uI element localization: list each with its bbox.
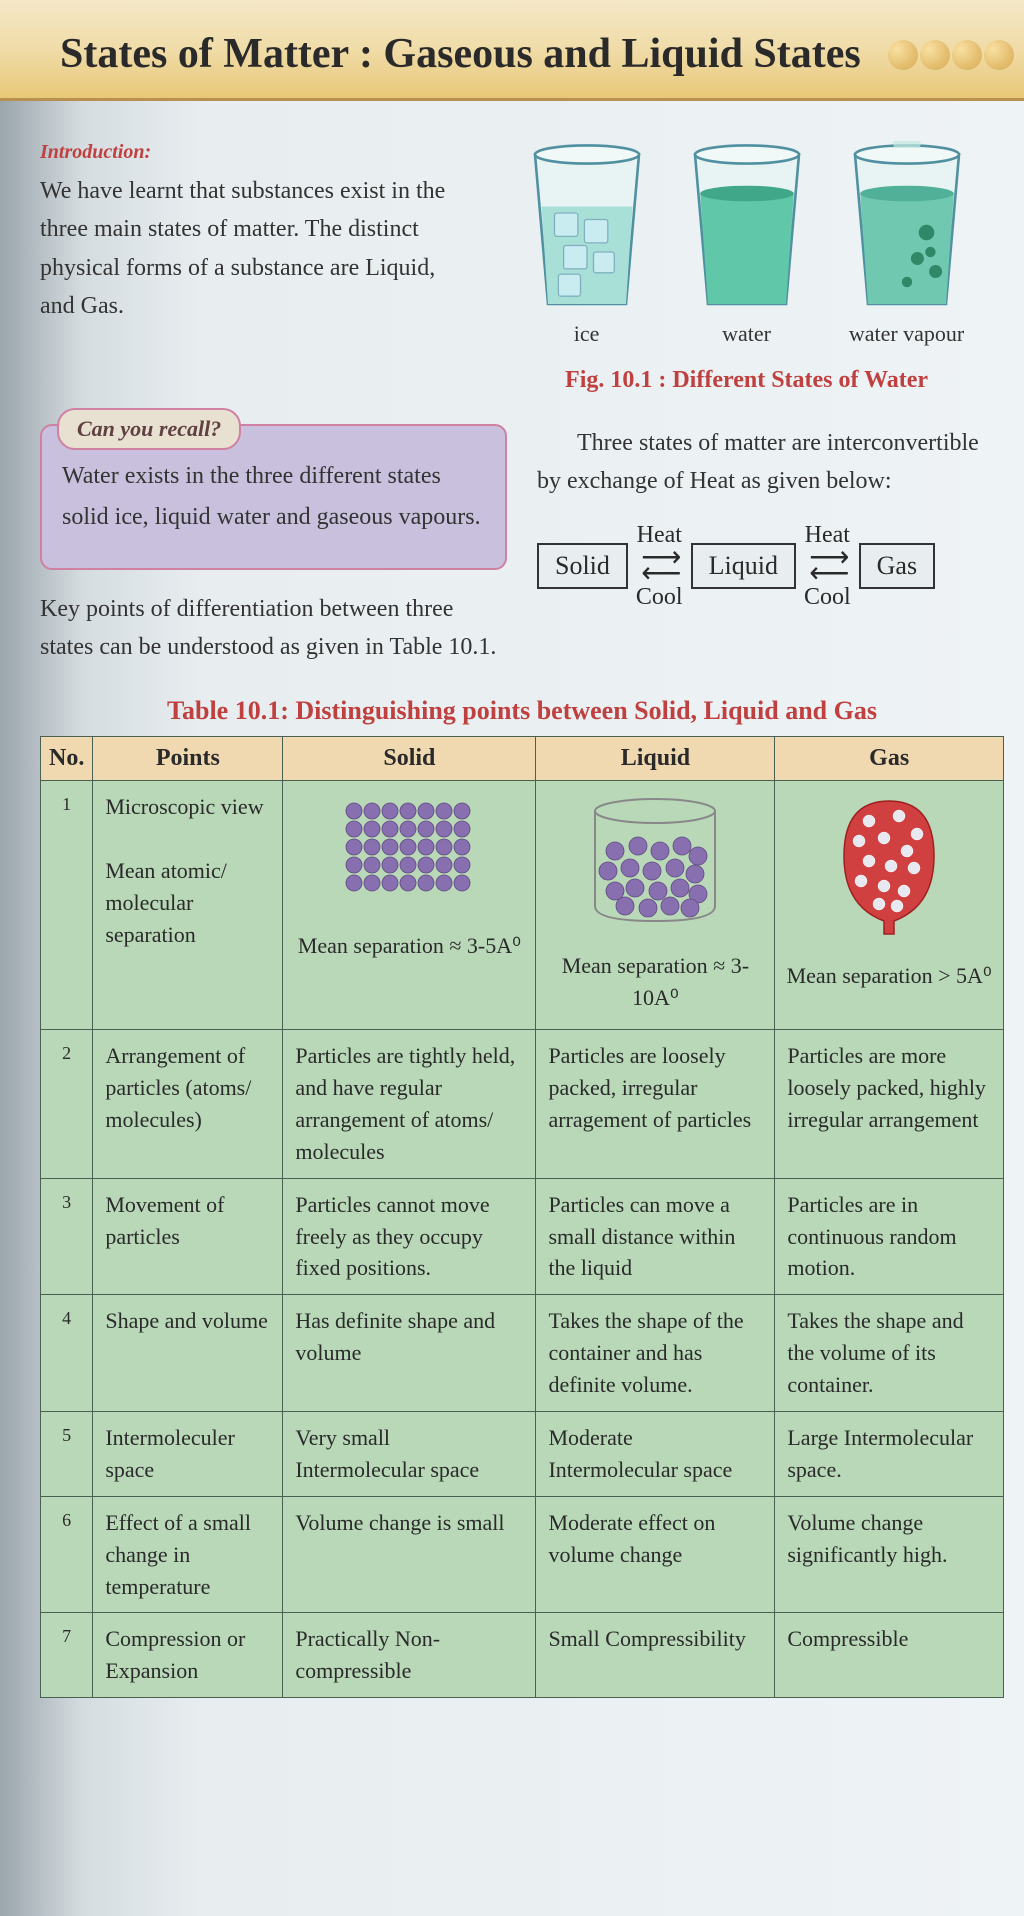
gas-microview: Mean separation > 5A⁰ — [775, 781, 1004, 1030]
glass-ice: ice — [522, 141, 652, 347]
state-gas: Gas — [859, 543, 935, 589]
chapter-banner: States of Matter : Gaseous and Liquid St… — [0, 0, 1024, 101]
glass-water: water — [682, 141, 812, 347]
recall-text: Water exists in the three different stat… — [62, 456, 485, 538]
vapour-label: water vapour — [842, 321, 972, 347]
th-points: Points — [93, 737, 283, 781]
th-gas: Gas — [775, 737, 1004, 781]
state-solid: Solid — [537, 543, 628, 589]
table-row: 5 Intermoleculer space Very small Interm… — [41, 1411, 1004, 1496]
row1-point: Microscopic view Mean atomic/ molecular … — [93, 781, 283, 1030]
table-row: 7 Compression or Expansion Practically N… — [41, 1613, 1004, 1698]
th-solid: Solid — [283, 737, 536, 781]
table-row: 2 Arrangement of particles (atoms/ molec… — [41, 1030, 1004, 1179]
comparison-table: No. Points Solid Liquid Gas 1 Microscopi… — [40, 736, 1004, 1698]
table-row: 3 Movement of particles Particles cannot… — [41, 1178, 1004, 1295]
decorative-bubbles — [888, 40, 1014, 70]
introduction-label: Introduction: — [40, 141, 469, 164]
interconvert-text: Three states of matter are interconverti… — [537, 424, 1004, 501]
glass-vapour: water vapour — [842, 141, 972, 347]
th-liquid: Liquid — [536, 737, 775, 781]
arrow-solid-liquid: Heat ⟶⟵ Cool — [636, 521, 683, 612]
ice-label: ice — [522, 321, 652, 347]
recall-box: Can you recall? Water exists in the thre… — [40, 424, 507, 570]
solid-microview: Mean separation ≈ 3-5A⁰ — [283, 781, 536, 1030]
figure-caption: Fig. 10.1 : Different States of Water — [489, 367, 1004, 394]
state-liquid: Liquid — [691, 543, 796, 589]
textbook-page: States of Matter : Gaseous and Liquid St… — [0, 0, 1024, 1916]
liquid-microview: Mean separation ≈ 3-10A⁰ — [536, 781, 775, 1030]
arrow-liquid-gas: Heat ⟶⟵ Cool — [804, 521, 851, 612]
water-label: water — [682, 321, 812, 347]
table-caption: Table 10.1: Distinguishing points betwee… — [40, 696, 1004, 726]
th-no: No. — [41, 737, 93, 781]
table-row: 1 Microscopic view Mean atomic/ molecula… — [41, 781, 1004, 1030]
introduction-text: We have learnt that substances exist in … — [40, 172, 469, 326]
keypoints-text: Key points of differentiation between th… — [40, 590, 507, 667]
recall-title: Can you recall? — [57, 408, 241, 450]
table-row: 6 Effect of a small change in temperatur… — [41, 1496, 1004, 1613]
table-row: 4 Shape and volume Has definite shape an… — [41, 1295, 1004, 1412]
chapter-title: States of Matter : Gaseous and Liquid St… — [60, 30, 1004, 78]
state-diagram: Solid Heat ⟶⟵ Cool Liquid Heat ⟶⟵ Cool G… — [537, 521, 1004, 612]
states-figure: ice water — [489, 141, 1004, 394]
